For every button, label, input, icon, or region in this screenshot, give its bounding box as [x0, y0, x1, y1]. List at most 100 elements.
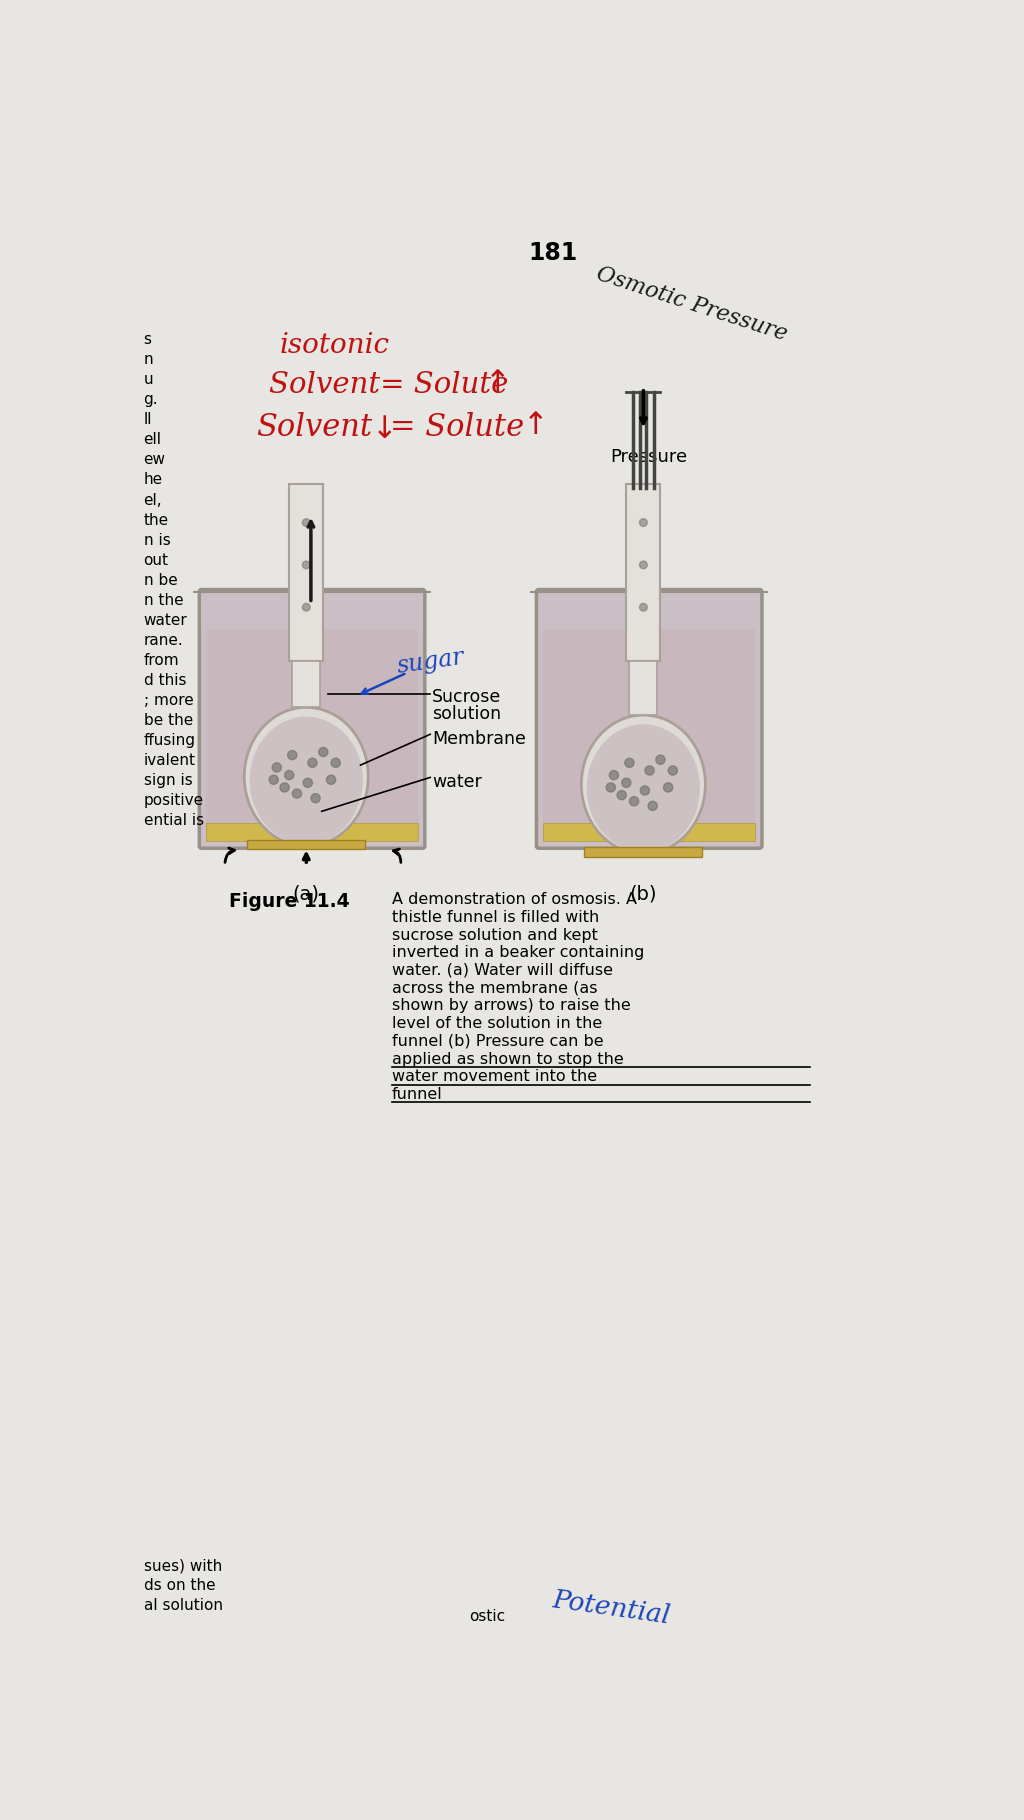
- Text: be the: be the: [143, 713, 193, 728]
- Text: d this: d this: [143, 673, 186, 688]
- Circle shape: [640, 786, 649, 795]
- Text: A demonstration of osmosis. A: A demonstration of osmosis. A: [391, 892, 637, 906]
- Bar: [627, 484, 660, 661]
- Circle shape: [303, 779, 312, 788]
- Text: sues) with: sues) with: [143, 1558, 222, 1572]
- Circle shape: [331, 759, 340, 768]
- Text: Solvent: Solvent: [256, 413, 372, 444]
- Circle shape: [308, 759, 317, 768]
- Circle shape: [640, 561, 647, 568]
- Text: inverted in a beaker containing: inverted in a beaker containing: [391, 945, 644, 961]
- Circle shape: [617, 790, 627, 799]
- Bar: [292, 661, 321, 708]
- Circle shape: [280, 783, 289, 792]
- Bar: [544, 630, 755, 841]
- Circle shape: [640, 519, 647, 526]
- Text: ll: ll: [143, 413, 152, 428]
- Circle shape: [655, 755, 665, 764]
- Circle shape: [625, 759, 634, 768]
- Text: Sucrose: Sucrose: [432, 688, 501, 706]
- Text: out: out: [143, 553, 169, 568]
- Text: n: n: [143, 353, 154, 368]
- Text: sucrose solution and kept: sucrose solution and kept: [391, 928, 597, 943]
- Text: applied as shown to stop the: applied as shown to stop the: [391, 1052, 624, 1067]
- Text: sugar: sugar: [395, 646, 466, 679]
- Circle shape: [648, 801, 657, 810]
- Circle shape: [640, 604, 647, 612]
- Text: ential is: ential is: [143, 814, 204, 828]
- Text: water. (a) Water will diffuse: water. (a) Water will diffuse: [391, 963, 612, 977]
- Text: n the: n the: [143, 593, 183, 608]
- Bar: [585, 848, 702, 857]
- Text: Membrane: Membrane: [432, 730, 525, 748]
- Text: water movement into the: water movement into the: [391, 1070, 597, 1085]
- Text: Osmotic Pressure: Osmotic Pressure: [593, 264, 790, 346]
- Text: (a): (a): [293, 885, 319, 903]
- Circle shape: [664, 783, 673, 792]
- Circle shape: [327, 775, 336, 784]
- Circle shape: [302, 561, 310, 568]
- Text: = Solute: = Solute: [390, 413, 524, 444]
- Text: funnel (b) Pressure can be: funnel (b) Pressure can be: [391, 1034, 603, 1048]
- Circle shape: [318, 748, 328, 757]
- Circle shape: [272, 763, 282, 772]
- Text: 181: 181: [528, 242, 578, 266]
- Text: across the membrane (as: across the membrane (as: [391, 981, 597, 996]
- Circle shape: [622, 779, 631, 788]
- Bar: [248, 839, 366, 848]
- Text: sign is: sign is: [143, 774, 193, 788]
- Text: s: s: [143, 333, 152, 348]
- Text: n is: n is: [143, 533, 170, 548]
- Text: funnel: funnel: [391, 1087, 442, 1101]
- Text: el,: el,: [143, 493, 162, 508]
- Circle shape: [609, 770, 618, 779]
- Text: positive: positive: [143, 794, 204, 808]
- Text: shown by arrows) to raise the: shown by arrows) to raise the: [391, 999, 630, 1014]
- Text: ew: ew: [143, 453, 166, 468]
- Bar: [544, 823, 755, 841]
- Text: thistle funnel is filled with: thistle funnel is filled with: [391, 910, 599, 925]
- Circle shape: [645, 766, 654, 775]
- Circle shape: [288, 750, 297, 759]
- Text: al solution: al solution: [143, 1598, 222, 1613]
- Circle shape: [669, 766, 678, 775]
- Text: ds on the: ds on the: [143, 1578, 215, 1592]
- Text: u: u: [143, 373, 154, 388]
- Text: ↑: ↑: [484, 369, 510, 397]
- Text: ell: ell: [143, 433, 162, 448]
- Circle shape: [285, 770, 294, 779]
- Bar: [289, 484, 324, 661]
- Text: water: water: [432, 774, 481, 792]
- Bar: [630, 661, 657, 715]
- Circle shape: [606, 783, 615, 792]
- Circle shape: [302, 519, 310, 526]
- Circle shape: [292, 790, 302, 799]
- Text: ivalent: ivalent: [143, 753, 196, 768]
- Text: the: the: [143, 513, 169, 528]
- Text: ffusing: ffusing: [143, 733, 196, 748]
- Text: Figure 11.4: Figure 11.4: [228, 892, 349, 912]
- FancyBboxPatch shape: [200, 590, 425, 848]
- Text: water: water: [143, 613, 187, 628]
- Text: Solvent= Solute: Solvent= Solute: [269, 371, 509, 399]
- Text: isotonic: isotonic: [280, 333, 389, 359]
- Text: g.: g.: [143, 393, 158, 408]
- Text: rane.: rane.: [143, 633, 183, 648]
- Ellipse shape: [245, 708, 369, 846]
- Text: ; more: ; more: [143, 693, 194, 708]
- Text: ↑: ↑: [523, 411, 549, 440]
- Bar: [206, 823, 418, 841]
- Text: ↓: ↓: [372, 415, 397, 444]
- Text: n be: n be: [143, 573, 177, 588]
- Ellipse shape: [582, 715, 706, 854]
- Text: Potential: Potential: [550, 1587, 672, 1629]
- Text: ostic: ostic: [469, 1609, 505, 1623]
- Circle shape: [311, 794, 321, 803]
- Ellipse shape: [250, 717, 362, 844]
- Circle shape: [269, 775, 279, 784]
- Text: from: from: [143, 653, 179, 668]
- Circle shape: [302, 604, 310, 612]
- Text: he: he: [143, 473, 163, 488]
- Text: solution: solution: [432, 704, 501, 723]
- Bar: [206, 630, 418, 841]
